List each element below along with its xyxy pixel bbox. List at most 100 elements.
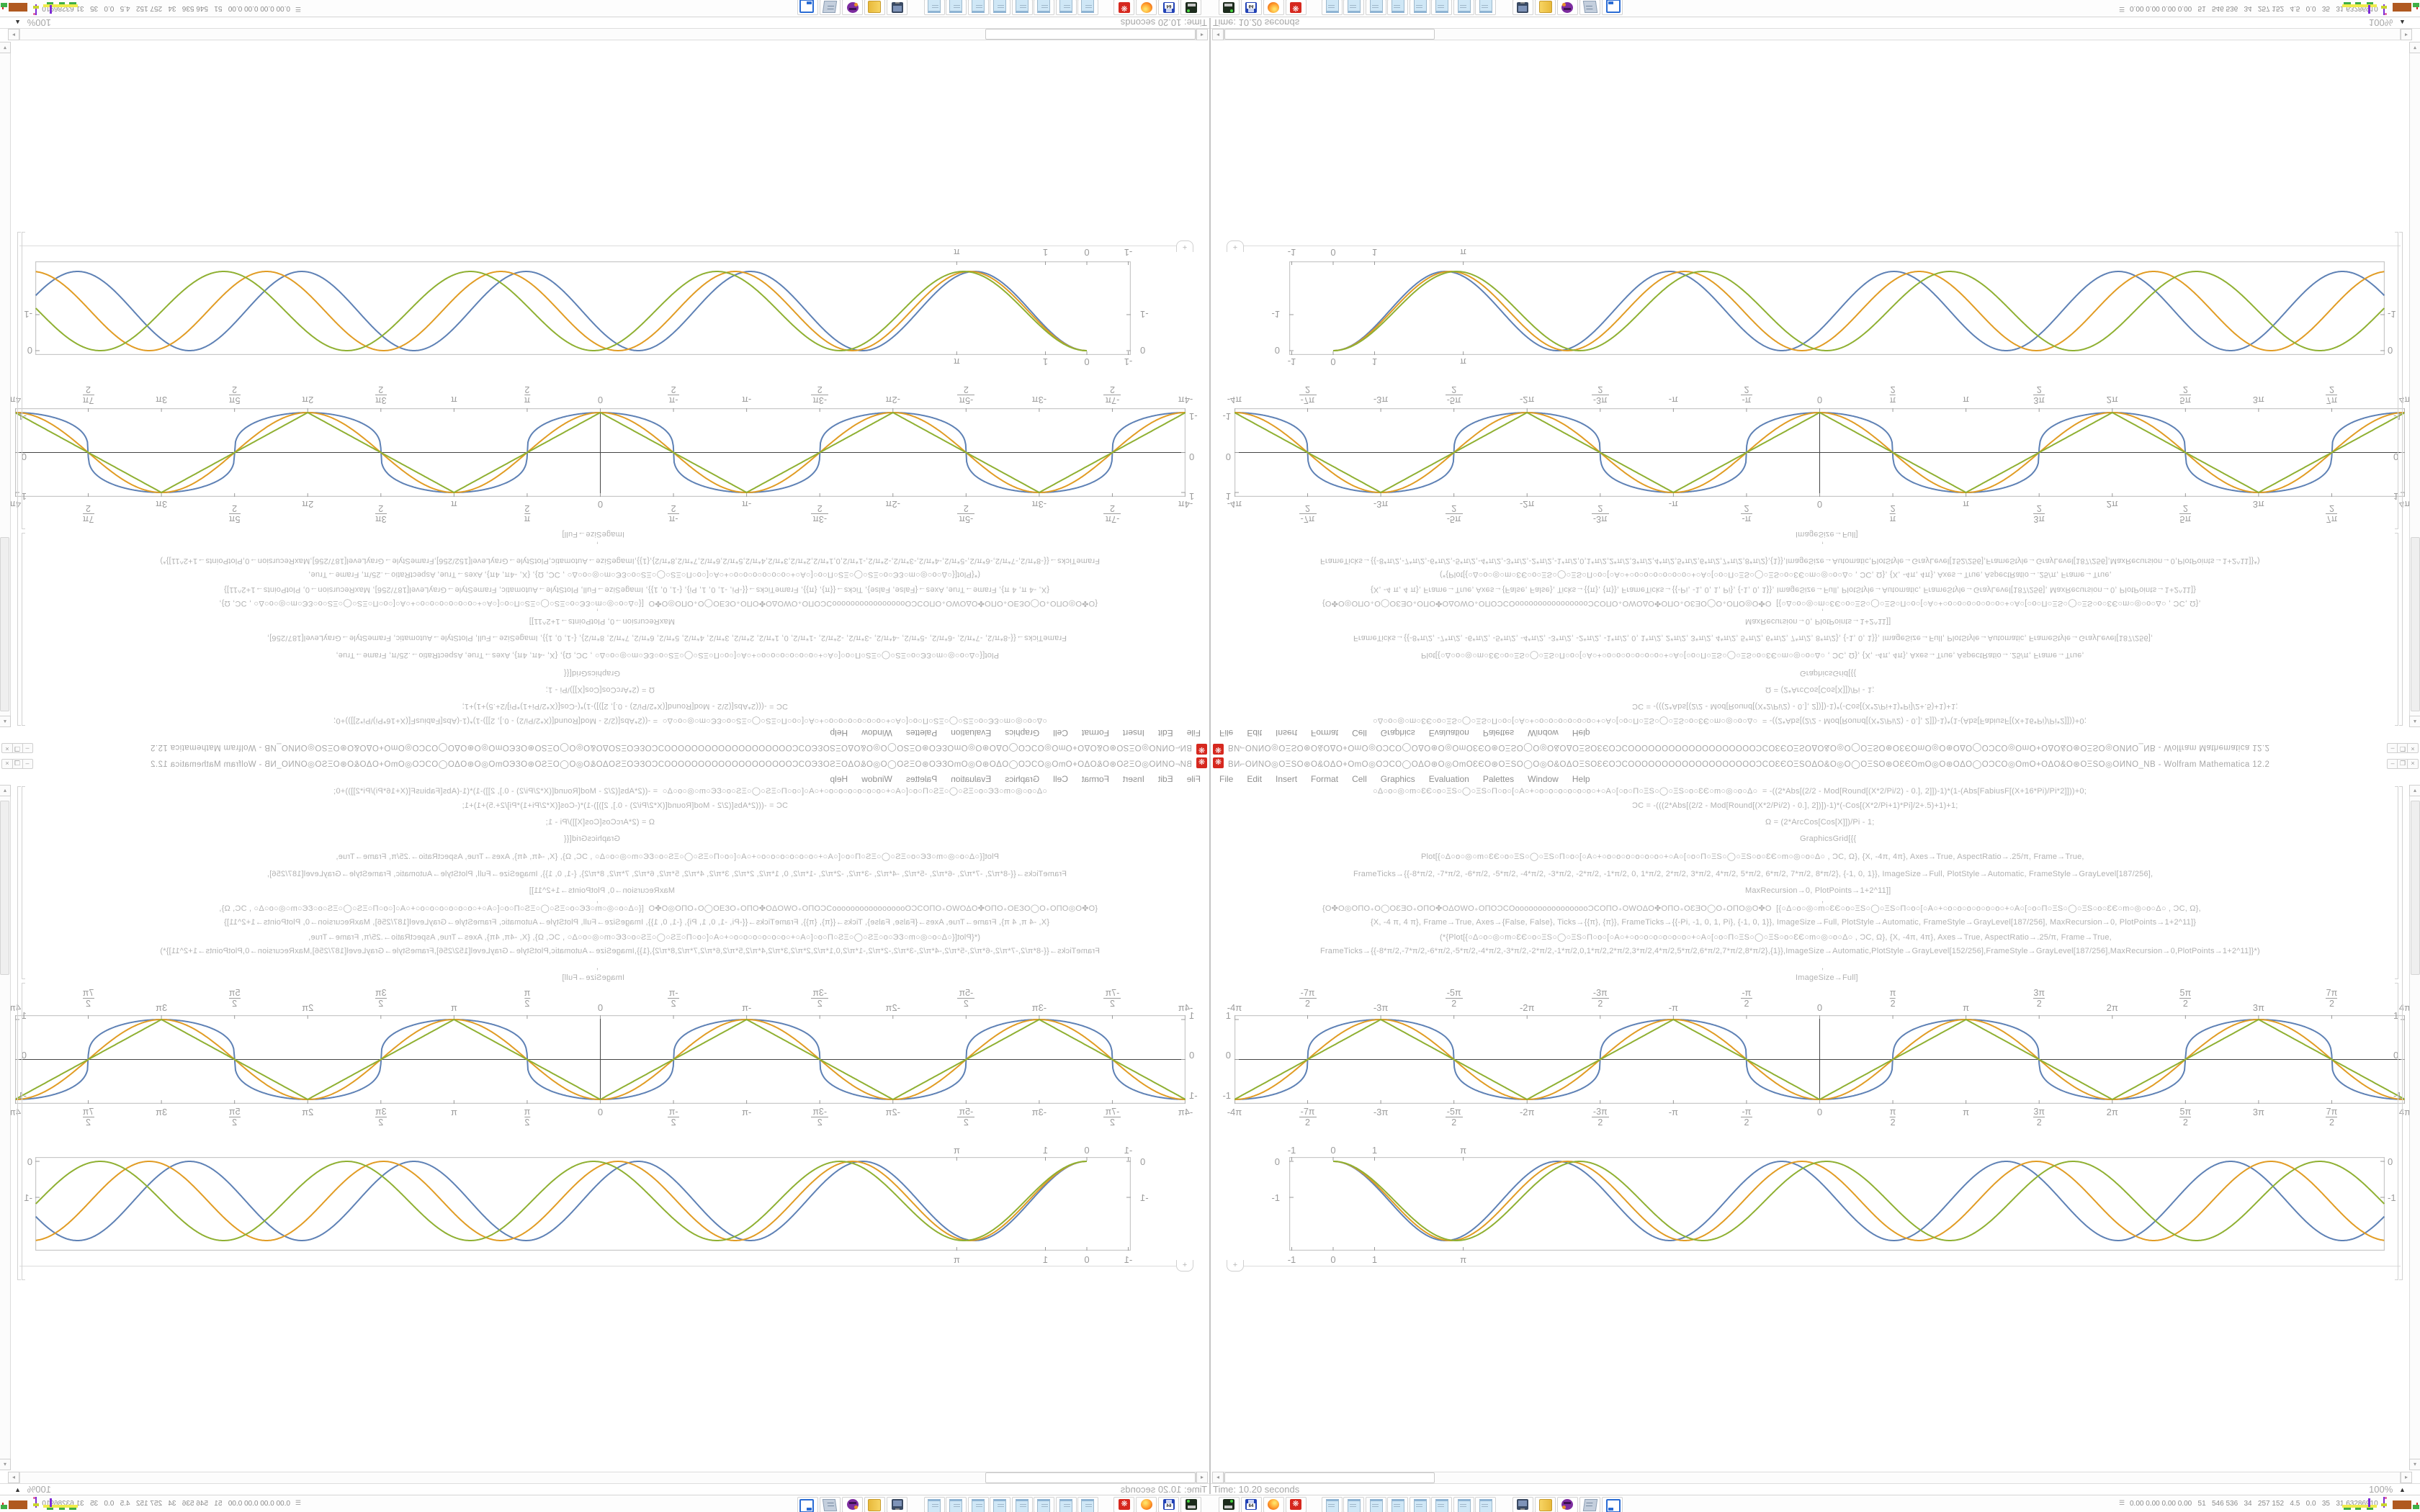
title-bar[interactable]: ❋ ВИ⌐OИNO◎OΞSO⊛O&OΔO+OmO◎OƆCO◯OΔO⊛O◎OmOƐ… <box>1211 756 2420 770</box>
taskbar-button[interactable] <box>1219 1497 1240 1512</box>
code-line[interactable]: FrameTicks→{{-8*π/2, -7*π/2, -6*π/2, -5*… <box>1353 634 2154 642</box>
scroll-up-icon[interactable]: ▴ <box>0 716 11 727</box>
horizontal-scroll-thumb[interactable] <box>985 29 1196 40</box>
taskbar-button[interactable] <box>1263 1497 1284 1512</box>
cell-group-bracket[interactable] <box>17 786 21 1280</box>
code-line[interactable]: {O✤O◎OΠO₊O◯OƐƎO₊OΠO✤OΔOWO₊OΠOƆCOoooooooo… <box>1322 599 2201 608</box>
taskbar-button[interactable]: 64 <box>1158 0 1179 15</box>
taskbar-button[interactable] <box>1535 0 1556 15</box>
new-cell-button[interactable]: + <box>1176 1260 1193 1272</box>
taskbar-button[interactable] <box>1453 0 1474 15</box>
taskbar-button[interactable] <box>1387 0 1408 15</box>
code-line[interactable]: MaxRecursion→0, PlotPoints→1+2^11]] <box>529 617 675 626</box>
zoom-level-label[interactable]: 100% <box>2369 17 2393 28</box>
taskbar-button[interactable] <box>1034 1497 1054 1512</box>
taskbar-button[interactable] <box>820 0 841 15</box>
code-line[interactable]: Plot[{○Δ○o○◎○m○ƐЄ○o○ΞS○◯○ΞS○Π○o○[○A○+○o○… <box>336 651 999 660</box>
taskbar-button[interactable] <box>946 1497 967 1512</box>
taskbar-button[interactable] <box>864 0 885 15</box>
code-line[interactable]: Ω = (2*ArcCos[Cos[X]])/Pi - 1; <box>1765 818 1875 827</box>
taskbar-button[interactable] <box>1602 1497 1623 1512</box>
taskbar-button[interactable]: 64 <box>1158 1497 1179 1512</box>
tray-menu-icon[interactable]: ☰ <box>295 1499 301 1506</box>
tray-menu-icon[interactable]: ☰ <box>2119 6 2125 13</box>
taskbar-button[interactable] <box>924 1497 945 1512</box>
taskbar-button[interactable] <box>1453 1497 1474 1512</box>
scroll-right-icon[interactable]: ▸ <box>8 29 19 40</box>
menu-window[interactable]: Window <box>1528 774 1559 784</box>
taskbar-button[interactable] <box>842 1497 863 1512</box>
code-line[interactable]: (*{Plot[{○Δ○o○◎○m○ƐЄ○o○ΞS○◯○ΞS○Π○o○[○A○+… <box>308 933 980 942</box>
taskbar-button[interactable] <box>1387 1497 1408 1512</box>
taskbar-button[interactable] <box>1410 1497 1430 1512</box>
taskbar-button[interactable] <box>1366 0 1386 15</box>
menu-edit[interactable]: Edit <box>1247 774 1263 784</box>
code-line[interactable]: {O✤O◎OΠO₊O◯OƐƎO₊OΠO✤OΔOWO₊OΠOƆCOoooooooo… <box>1322 904 2201 913</box>
cell-group-bracket[interactable] <box>17 232 21 726</box>
taskbar-button[interactable] <box>797 1497 818 1512</box>
input-cell-bracket[interactable] <box>22 786 25 979</box>
zoom-menu-icon[interactable]: ▲ <box>14 1486 21 1493</box>
code-line[interactable]: FrameTicks→{{-8*π/2, -7*π/2, -6*π/2, -5*… <box>266 870 1067 878</box>
vertical-scroll-thumb[interactable] <box>0 537 9 711</box>
notebook-code-area[interactable]: ○Δ○o○◎○m○ƐЄ○o○ΞS○◯○ΞS○Π○o○[○A○+○o○o○o○o○… <box>1211 756 2420 1494</box>
code-line[interactable]: FrameTicks→{{-8*π/2, -7*π/2, -6*π/2, -5*… <box>1353 870 2154 878</box>
input-cell-bracket[interactable] <box>2395 786 2398 979</box>
menu-help[interactable]: Help <box>1572 774 1590 784</box>
code-line[interactable]: ○Δ○o○◎○m○ƐЄ○o○ΞS○◯○ΞS○Π○o○[○A○+○o○o○o○o○… <box>1373 787 2087 796</box>
code-line[interactable]: ImageSize→Full] <box>1796 530 1858 539</box>
code-line[interactable]: (*{Plot[{○Δ○o○◎○m○ƐЄ○o○ΞS○◯○ΞS○Π○o○[○A○+… <box>1440 933 2112 942</box>
cell-group-bracket[interactable] <box>2399 232 2403 726</box>
new-cell-button[interactable]: + <box>1227 240 1244 252</box>
taskbar-button[interactable]: ❋ <box>1113 0 1134 15</box>
taskbar-button[interactable] <box>1034 0 1054 15</box>
code-line[interactable]: , <box>1821 541 1824 549</box>
scroll-up-icon[interactable]: ▴ <box>2409 785 2420 796</box>
taskbar-button[interactable] <box>1475 1497 1496 1512</box>
code-line[interactable]: Plot[{○Δ○o○◎○m○ƐЄ○o○ΞS○◯○ΞS○Π○o○[○A○+○o○… <box>1421 852 2084 861</box>
taskbar-button[interactable] <box>887 1497 908 1512</box>
taskbar-button[interactable] <box>1512 1497 1533 1512</box>
menu-palettes[interactable]: Palettes <box>1482 774 1515 784</box>
code-line[interactable]: ImageSize→Full] <box>562 530 624 539</box>
input-cell-bracket[interactable] <box>2395 533 2398 726</box>
menu-graphics[interactable]: Graphics <box>1380 774 1415 784</box>
code-line[interactable]: FrameTicks→{{-8*π/2,-7*π/2,-6*π/2,-5*π/2… <box>1320 557 2260 565</box>
code-line[interactable]: ƆC = -(((2*Abs[(2/2 - Mod[Round[(X*2/Pi/… <box>462 702 788 711</box>
code-line[interactable]: {X, -4 π, 4 π}, Frame→True, Axes→{False,… <box>223 585 1049 594</box>
taskbar-button[interactable] <box>1343 0 1364 15</box>
cell-group-bracket[interactable] <box>2399 786 2403 1280</box>
taskbar-button[interactable]: ❋ <box>1113 1497 1134 1512</box>
menu-file[interactable]: File <box>1219 774 1234 784</box>
code-line[interactable]: GraphicsGrid[{{ <box>1800 834 1857 843</box>
code-line[interactable]: , <box>596 541 599 549</box>
horizontal-scroll-thumb[interactable] <box>1224 29 1435 40</box>
taskbar-button[interactable] <box>1366 1497 1386 1512</box>
taskbar-button[interactable] <box>968 1497 989 1512</box>
horizontal-scroll-thumb[interactable] <box>985 1472 1196 1483</box>
scroll-right-icon[interactable]: ▸ <box>2401 1472 2412 1483</box>
code-line[interactable]: ○Δ○o○◎○m○ƐЄ○o○ΞS○◯○ΞS○Π○o○[○A○+○o○o○o○o○… <box>333 716 1047 725</box>
taskbar-button[interactable] <box>1219 0 1240 15</box>
code-line[interactable]: {O✤O◎OΠO₊O◯OƐƎO₊OΠO✤OΔOWO₊OΠOƆCOoooooooo… <box>219 904 1098 913</box>
taskbar-button[interactable] <box>1012 0 1033 15</box>
taskbar-button[interactable] <box>1431 0 1452 15</box>
scroll-up-icon[interactable]: ▴ <box>0 785 11 796</box>
taskbar-button[interactable] <box>1343 1497 1364 1512</box>
zoom-level-label[interactable]: 100% <box>27 1484 51 1495</box>
vertical-scroll-thumb[interactable] <box>2411 801 2420 975</box>
taskbar-button[interactable] <box>842 0 863 15</box>
scroll-down-icon[interactable]: ▾ <box>2409 1459 2420 1470</box>
code-line[interactable]: FrameTicks→{{-8*π/2,-7*π/2,-6*π/2,-5*π/2… <box>1320 947 2260 955</box>
code-line[interactable]: GraphicsGrid[{{ <box>563 834 620 843</box>
code-line[interactable]: FrameTicks→{{-8*π/2,-7*π/2,-6*π/2,-5*π/2… <box>160 947 1100 955</box>
taskbar-button[interactable] <box>1602 0 1623 15</box>
taskbar-button[interactable] <box>1077 0 1098 15</box>
menu-evaluation[interactable]: Evaluation <box>1428 774 1469 784</box>
taskbar-button[interactable] <box>968 0 989 15</box>
code-line[interactable]: , <box>596 963 599 971</box>
taskbar-button[interactable] <box>1322 1497 1343 1512</box>
code-line[interactable]: ƆC = -(((2*Abs[(2/2 - Mod[Round[(X*2/Pi/… <box>1632 801 1958 810</box>
code-line[interactable]: ○Δ○o○◎○m○ƐЄ○o○ΞS○◯○ΞS○Π○o○[○A○+○o○o○o○o○… <box>1373 716 2087 725</box>
code-line[interactable]: , <box>596 608 599 616</box>
